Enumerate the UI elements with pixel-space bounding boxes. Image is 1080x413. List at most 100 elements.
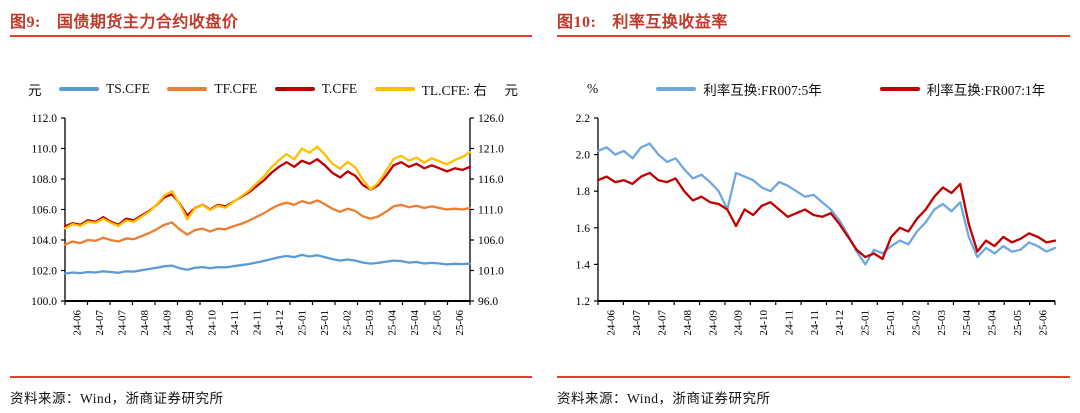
svg-text:1.2: 1.2	[576, 296, 591, 308]
svg-text:25-03: 25-03	[936, 310, 948, 336]
svg-text:24-08: 24-08	[682, 310, 694, 336]
figure10-title-rule	[557, 35, 1070, 37]
axis-unit-right: 元	[504, 83, 518, 98]
legend-label: 利率互换:FR007:5年	[703, 83, 822, 98]
svg-text:110.0: 110.0	[32, 144, 58, 156]
svg-text:24-06: 24-06	[71, 310, 83, 336]
legend-item: TL.CFE: 右	[374, 79, 487, 99]
figure9-label: 图9:	[10, 14, 41, 31]
legend-label: TS.CFE	[106, 81, 150, 96]
svg-text:121.0: 121.0	[478, 144, 504, 156]
legend-line-swatch	[274, 87, 315, 91]
svg-text:25-04: 25-04	[409, 310, 421, 336]
svg-text:24-08: 24-08	[139, 310, 151, 336]
svg-text:24-09: 24-09	[707, 310, 719, 336]
svg-text:24-09: 24-09	[184, 310, 196, 336]
y-axis-left-labels: 2.2 2.0 1.8 1.6 1.4 1.2	[576, 113, 591, 308]
svg-text:106.0: 106.0	[478, 235, 504, 247]
svg-text:112.0: 112.0	[32, 113, 58, 125]
legend-item: T.CFE	[274, 81, 358, 97]
figure10-legend: % 利率互换:FR007:5年 利率互换:FR007:1年	[557, 79, 1070, 99]
svg-text:102.0: 102.0	[31, 266, 57, 278]
svg-text:25-06: 25-06	[1037, 310, 1049, 336]
figure9-title-row: 图9: 国债期货主力合约收盘价	[10, 8, 532, 32]
legend-label: T.CFE	[321, 81, 358, 96]
treasury-futures-chart: 24-06 24-07 24-07 24-08 24-09 24-09 24-10 24-11…	[31, 113, 504, 336]
svg-text:24-10: 24-10	[206, 310, 218, 336]
svg-text:1.6: 1.6	[576, 223, 591, 235]
svg-text:24-09: 24-09	[733, 310, 745, 336]
svg-text:25-02: 25-02	[341, 310, 353, 336]
svg-text:100.0: 100.0	[31, 296, 57, 308]
figure10-title: 利率互换收益率	[612, 14, 728, 31]
svg-text:24-09: 24-09	[161, 310, 173, 336]
legend-label: TL.CFE: 右	[421, 83, 487, 98]
svg-text:2.2: 2.2	[576, 113, 591, 125]
svg-text:24-12: 24-12	[274, 310, 286, 336]
svg-text:25-02: 25-02	[910, 310, 922, 336]
legend-line-swatch	[59, 87, 100, 91]
svg-text:25-01: 25-01	[885, 310, 897, 336]
svg-text:101.0: 101.0	[478, 266, 504, 278]
figure10-label: 图10:	[557, 14, 597, 31]
figure10-source: 资料来源：Wind，浙商证券研究所	[557, 376, 1070, 407]
series-line	[63, 253, 472, 275]
y-axis-left-labels: 112.0 110.0 108.0 106.0 104.0 102.0 100.0	[31, 113, 57, 308]
legend-line-swatch	[656, 87, 697, 91]
svg-text:25-04: 25-04	[386, 310, 398, 336]
svg-text:96.0: 96.0	[478, 296, 498, 308]
svg-text:24-10: 24-10	[758, 310, 770, 336]
legend-line-swatch	[374, 87, 415, 91]
series-line	[63, 145, 472, 230]
figure10-panel: 图10: 利率互换收益率 % 利率互换:FR007:5年 利率互换:FR007:1年…	[557, 8, 1070, 407]
legend-item: TF.CFE	[167, 81, 257, 97]
legend-label: 利率互换:FR007:1年	[926, 83, 1046, 98]
interest-rate-swap-chart: 24-06 24-07 24-07 24-08 24-09 24-09 24-10 24-11…	[576, 113, 1057, 336]
svg-text:24-11: 24-11	[809, 310, 821, 335]
svg-text:25-06: 25-06	[454, 310, 466, 336]
svg-text:25-05: 25-05	[1012, 310, 1024, 336]
svg-text:24-12: 24-12	[834, 310, 846, 336]
axis-unit-left: %	[587, 81, 599, 96]
svg-text:24-07: 24-07	[116, 310, 128, 336]
svg-text:1.8: 1.8	[576, 186, 591, 198]
svg-text:24-07: 24-07	[631, 310, 643, 336]
series-line	[596, 142, 1057, 266]
svg-text:126.0: 126.0	[478, 113, 504, 125]
x-axis-labels: 24-06 24-07 24-07 24-08 24-09 24-09 24-10 24-11…	[606, 310, 1050, 336]
svg-text:25-01: 25-01	[860, 310, 872, 336]
legend-label: TF.CFE	[214, 81, 258, 96]
svg-text:24-11: 24-11	[251, 310, 263, 335]
legend-item: 利率互换:FR007:5年	[656, 79, 822, 99]
svg-text:116.0: 116.0	[478, 174, 504, 186]
figure9-title: 国债期货主力合约收盘价	[56, 14, 239, 31]
axis-unit-left: 元	[28, 83, 42, 98]
svg-text:25-01: 25-01	[319, 310, 331, 336]
svg-text:24-07: 24-07	[94, 310, 106, 336]
svg-text:1.4: 1.4	[576, 259, 591, 271]
figure9-title-rule	[10, 35, 532, 37]
svg-text:24-11: 24-11	[229, 310, 241, 335]
x-axis-labels: 24-06 24-07 24-07 24-08 24-09 24-09 24-10 24-11…	[71, 310, 466, 336]
svg-text:25-03: 25-03	[364, 310, 376, 336]
svg-text:25-04: 25-04	[987, 310, 999, 336]
legend-item: TS.CFE	[59, 81, 150, 97]
svg-text:25-05: 25-05	[431, 310, 443, 336]
figure9-source: 资料来源：Wind，浙商证券研究所	[10, 376, 532, 407]
legend-line-swatch	[879, 87, 920, 91]
svg-text:24-11: 24-11	[783, 310, 795, 335]
series-line	[596, 171, 1057, 261]
svg-text:106.0: 106.0	[31, 205, 57, 217]
svg-text:111.0: 111.0	[478, 205, 503, 217]
figure10-title-row: 图10: 利率互换收益率	[557, 8, 1070, 32]
series-line	[63, 158, 472, 228]
svg-text:25-04: 25-04	[961, 310, 973, 336]
svg-text:104.0: 104.0	[31, 235, 57, 247]
legend-item: 利率互换:FR007:1年	[879, 79, 1046, 99]
svg-text:25-01: 25-01	[296, 310, 308, 336]
svg-text:108.0: 108.0	[31, 174, 57, 186]
svg-text:2.0: 2.0	[576, 150, 591, 162]
series-line	[63, 199, 472, 246]
svg-text:24-07: 24-07	[656, 310, 668, 336]
